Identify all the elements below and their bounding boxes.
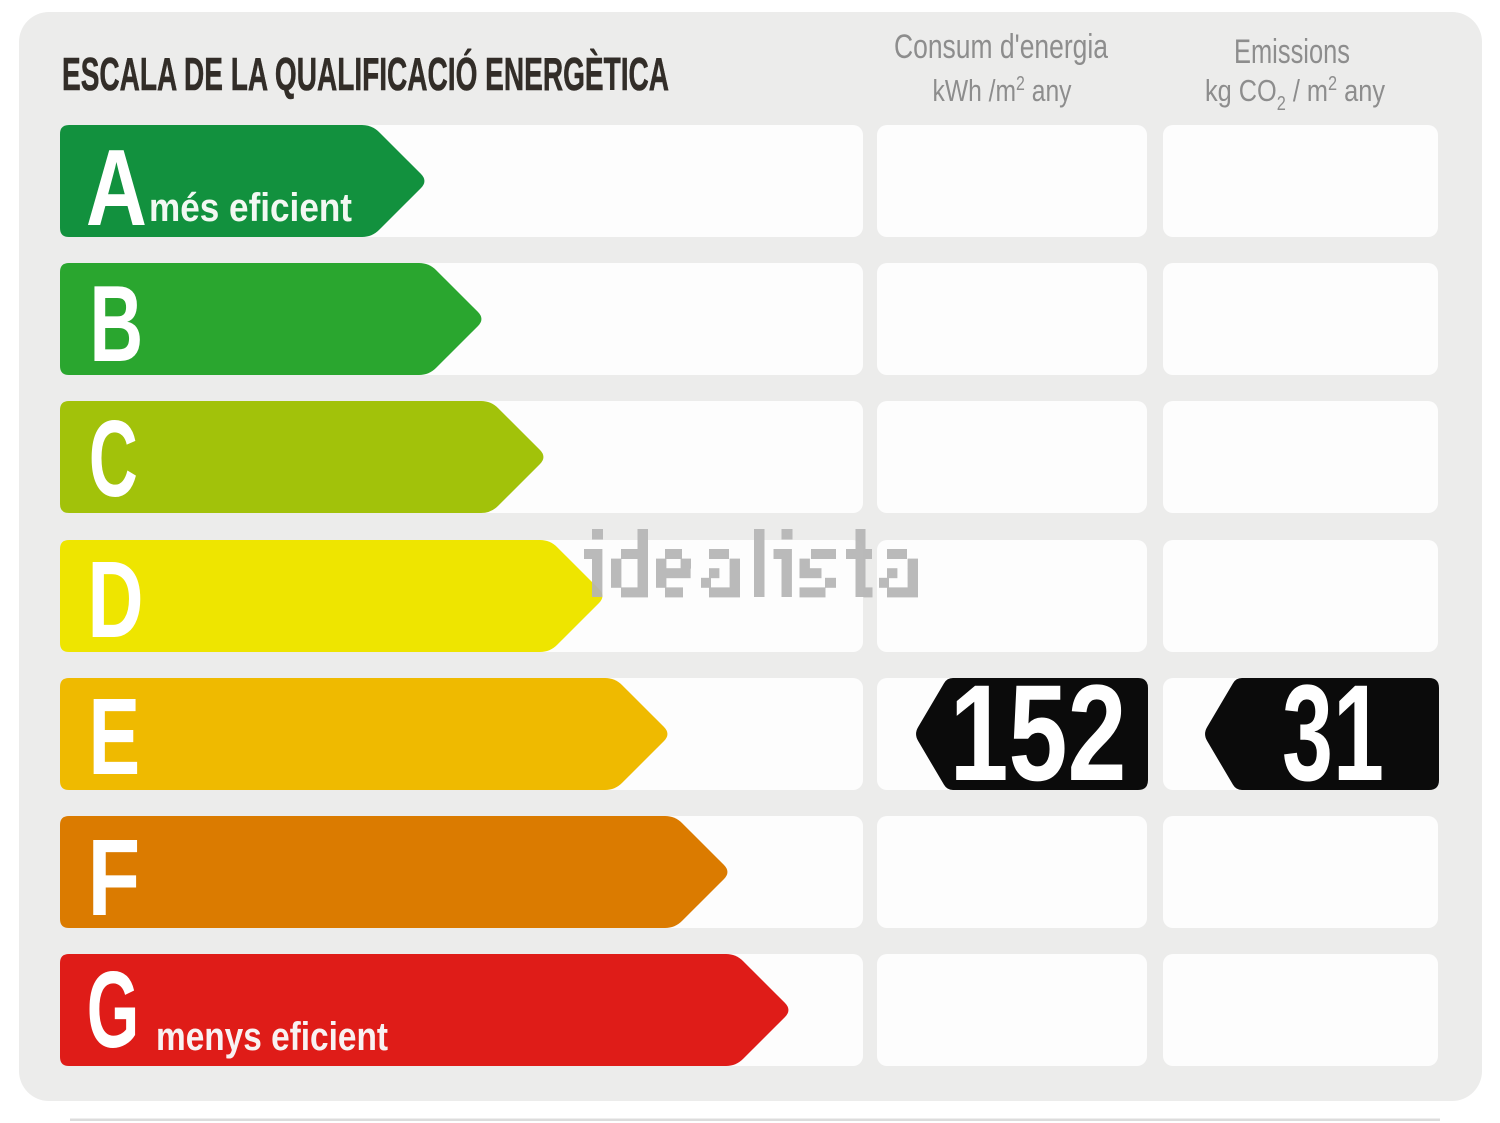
svg-text:E: E xyxy=(89,676,141,798)
svg-text:C: C xyxy=(89,398,138,520)
svg-text:menys eficient: menys eficient xyxy=(156,1015,388,1059)
svg-text:B: B xyxy=(90,263,144,385)
svg-text:A: A xyxy=(86,127,147,249)
svg-text:F: F xyxy=(88,817,141,939)
svg-text:kWh /m2 any: kWh /m2 any xyxy=(933,73,1072,108)
svg-text:G: G xyxy=(87,949,140,1071)
svg-text:31: 31 xyxy=(1282,657,1384,810)
svg-text:152: 152 xyxy=(950,657,1127,810)
svg-text:Emissions: Emissions xyxy=(1234,33,1350,71)
svg-text:més eficient: més eficient xyxy=(149,186,352,230)
svg-text:ESCALA DE LA QUALIFICACIÓ ENER: ESCALA DE LA QUALIFICACIÓ ENERGÈTICA xyxy=(62,48,669,100)
svg-text:Consum d'energia: Consum d'energia xyxy=(894,28,1108,66)
svg-text:D: D xyxy=(88,539,144,661)
